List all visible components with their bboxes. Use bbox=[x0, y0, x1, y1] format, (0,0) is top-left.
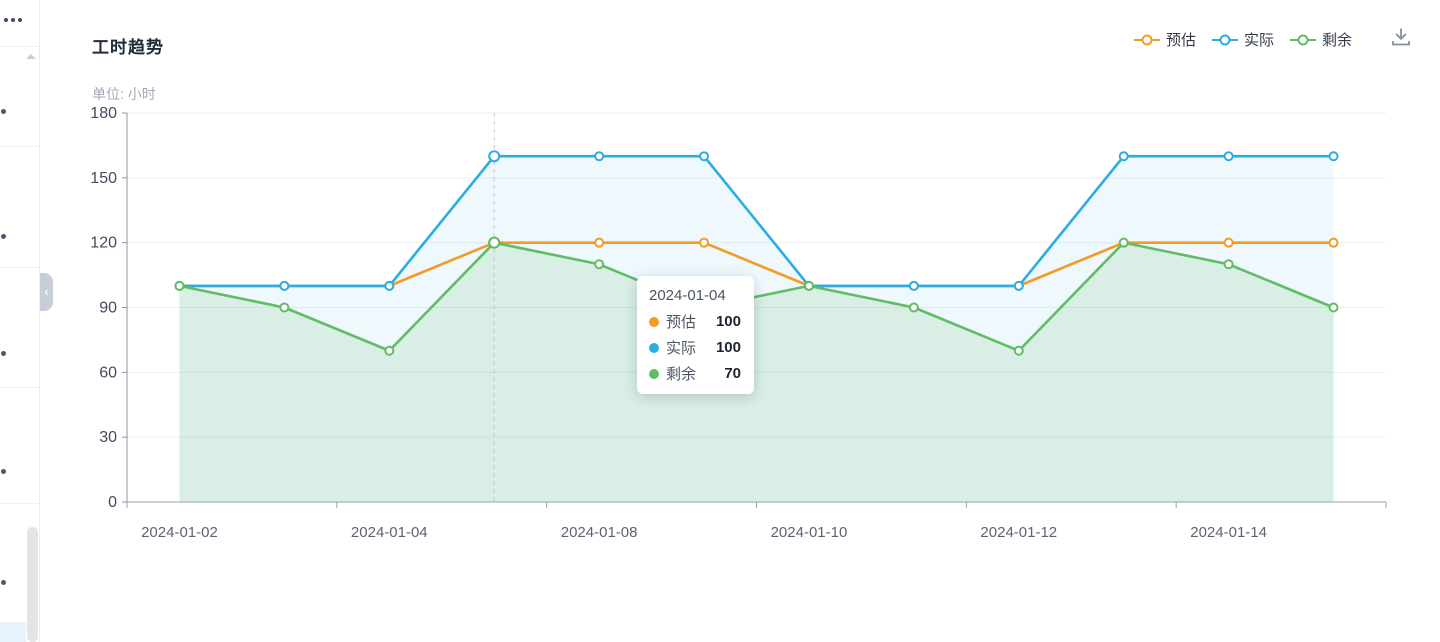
row-divider bbox=[0, 387, 40, 388]
data-point[interactable] bbox=[1223, 259, 1234, 270]
data-point[interactable] bbox=[1223, 151, 1234, 162]
line-marker-icon bbox=[1133, 34, 1160, 45]
y-axis-label: 0 bbox=[108, 494, 117, 511]
ellipsis-menu-icon[interactable] bbox=[4, 18, 22, 22]
data-point[interactable] bbox=[384, 345, 395, 356]
x-axis-label: 2024-01-08 bbox=[561, 524, 638, 541]
x-axis-label: 2024-01-12 bbox=[980, 524, 1057, 541]
row-divider bbox=[0, 46, 40, 47]
left-sidebar bbox=[0, 0, 40, 642]
chart-legend: 预估 实际 剩余 bbox=[1133, 29, 1352, 50]
line-marker-icon bbox=[1211, 34, 1238, 45]
area-fill bbox=[179, 156, 1334, 502]
y-axis-label: 90 bbox=[99, 300, 117, 317]
row-divider bbox=[0, 146, 40, 147]
chevron-left-icon: ‹ bbox=[44, 284, 49, 299]
series-dot-icon bbox=[649, 368, 659, 379]
data-point[interactable] bbox=[1013, 345, 1024, 356]
tooltip-row: 实际 100 bbox=[649, 337, 741, 358]
data-point[interactable] bbox=[1328, 237, 1339, 248]
list-bullet-icon bbox=[1, 109, 6, 114]
download-button[interactable] bbox=[1389, 25, 1413, 49]
series-dot-icon bbox=[649, 342, 659, 353]
x-axis-label: 2024-01-14 bbox=[1190, 524, 1267, 541]
data-point[interactable] bbox=[488, 150, 501, 163]
y-axis-label: 120 bbox=[90, 235, 117, 252]
sort-caret-icon bbox=[26, 54, 36, 59]
sidebar-collapse-handle[interactable]: ‹ bbox=[40, 273, 53, 311]
data-point[interactable] bbox=[908, 280, 919, 291]
legend-item-remaining[interactable]: 剩余 bbox=[1289, 29, 1352, 50]
unit-label: 单位: 小时 bbox=[92, 86, 156, 102]
legend-label: 剩余 bbox=[1321, 32, 1352, 49]
list-bullet-icon bbox=[1, 351, 6, 356]
data-point[interactable] bbox=[384, 280, 395, 291]
line-marker-icon bbox=[1289, 34, 1316, 45]
data-point[interactable] bbox=[803, 280, 814, 291]
legend-item-actual[interactable]: 实际 bbox=[1211, 29, 1274, 50]
x-axis-label: 2024-01-02 bbox=[141, 524, 218, 541]
chart-tooltip: 2024-01-04 预估 100 实际 100 剩余 70 bbox=[637, 276, 754, 394]
data-point[interactable] bbox=[908, 302, 919, 313]
list-bullet-icon bbox=[1, 234, 6, 239]
series-line-剩余 bbox=[178, 241, 1335, 353]
legend-label: 预估 bbox=[1165, 32, 1196, 49]
data-point[interactable] bbox=[1013, 280, 1024, 291]
y-axis-label: 180 bbox=[90, 105, 117, 122]
x-axis-label: 2024-01-10 bbox=[771, 524, 848, 541]
y-axis-label: 150 bbox=[90, 170, 117, 187]
sidebar-scrollbar[interactable] bbox=[27, 527, 38, 642]
data-point[interactable] bbox=[1118, 151, 1129, 162]
data-point[interactable] bbox=[699, 237, 710, 248]
x-axis-label: 2024-01-04 bbox=[351, 524, 428, 541]
list-bullet-icon bbox=[1, 469, 6, 474]
data-point[interactable] bbox=[488, 236, 501, 249]
data-point[interactable] bbox=[279, 302, 290, 313]
data-point[interactable] bbox=[1328, 302, 1339, 313]
data-point[interactable] bbox=[1118, 237, 1129, 248]
data-point[interactable] bbox=[279, 280, 290, 291]
list-bullet-icon bbox=[1, 580, 6, 585]
area-fill bbox=[179, 242, 1334, 502]
data-point[interactable] bbox=[594, 151, 605, 162]
data-point[interactable] bbox=[594, 237, 605, 248]
row-divider bbox=[0, 503, 40, 504]
series-dot-icon bbox=[649, 316, 659, 327]
download-icon bbox=[1392, 28, 1410, 46]
legend-label: 实际 bbox=[1243, 32, 1274, 49]
y-axis-label: 30 bbox=[99, 429, 117, 446]
series-line-实际 bbox=[178, 154, 1335, 288]
legend-item-estimated[interactable]: 预估 bbox=[1133, 29, 1196, 50]
data-point[interactable] bbox=[1223, 237, 1234, 248]
tooltip-row: 预估 100 bbox=[649, 311, 741, 332]
y-axis-label: 60 bbox=[99, 364, 117, 381]
data-point[interactable] bbox=[594, 259, 605, 270]
data-point[interactable] bbox=[699, 151, 710, 162]
tooltip-row: 剩余 70 bbox=[649, 363, 741, 384]
selected-row-highlight bbox=[0, 622, 26, 642]
data-point[interactable] bbox=[1328, 151, 1339, 162]
row-divider bbox=[0, 267, 40, 268]
data-point[interactable] bbox=[174, 280, 185, 291]
page-title: 工时趋势 bbox=[92, 38, 164, 57]
tooltip-date: 2024-01-04 bbox=[649, 287, 726, 304]
